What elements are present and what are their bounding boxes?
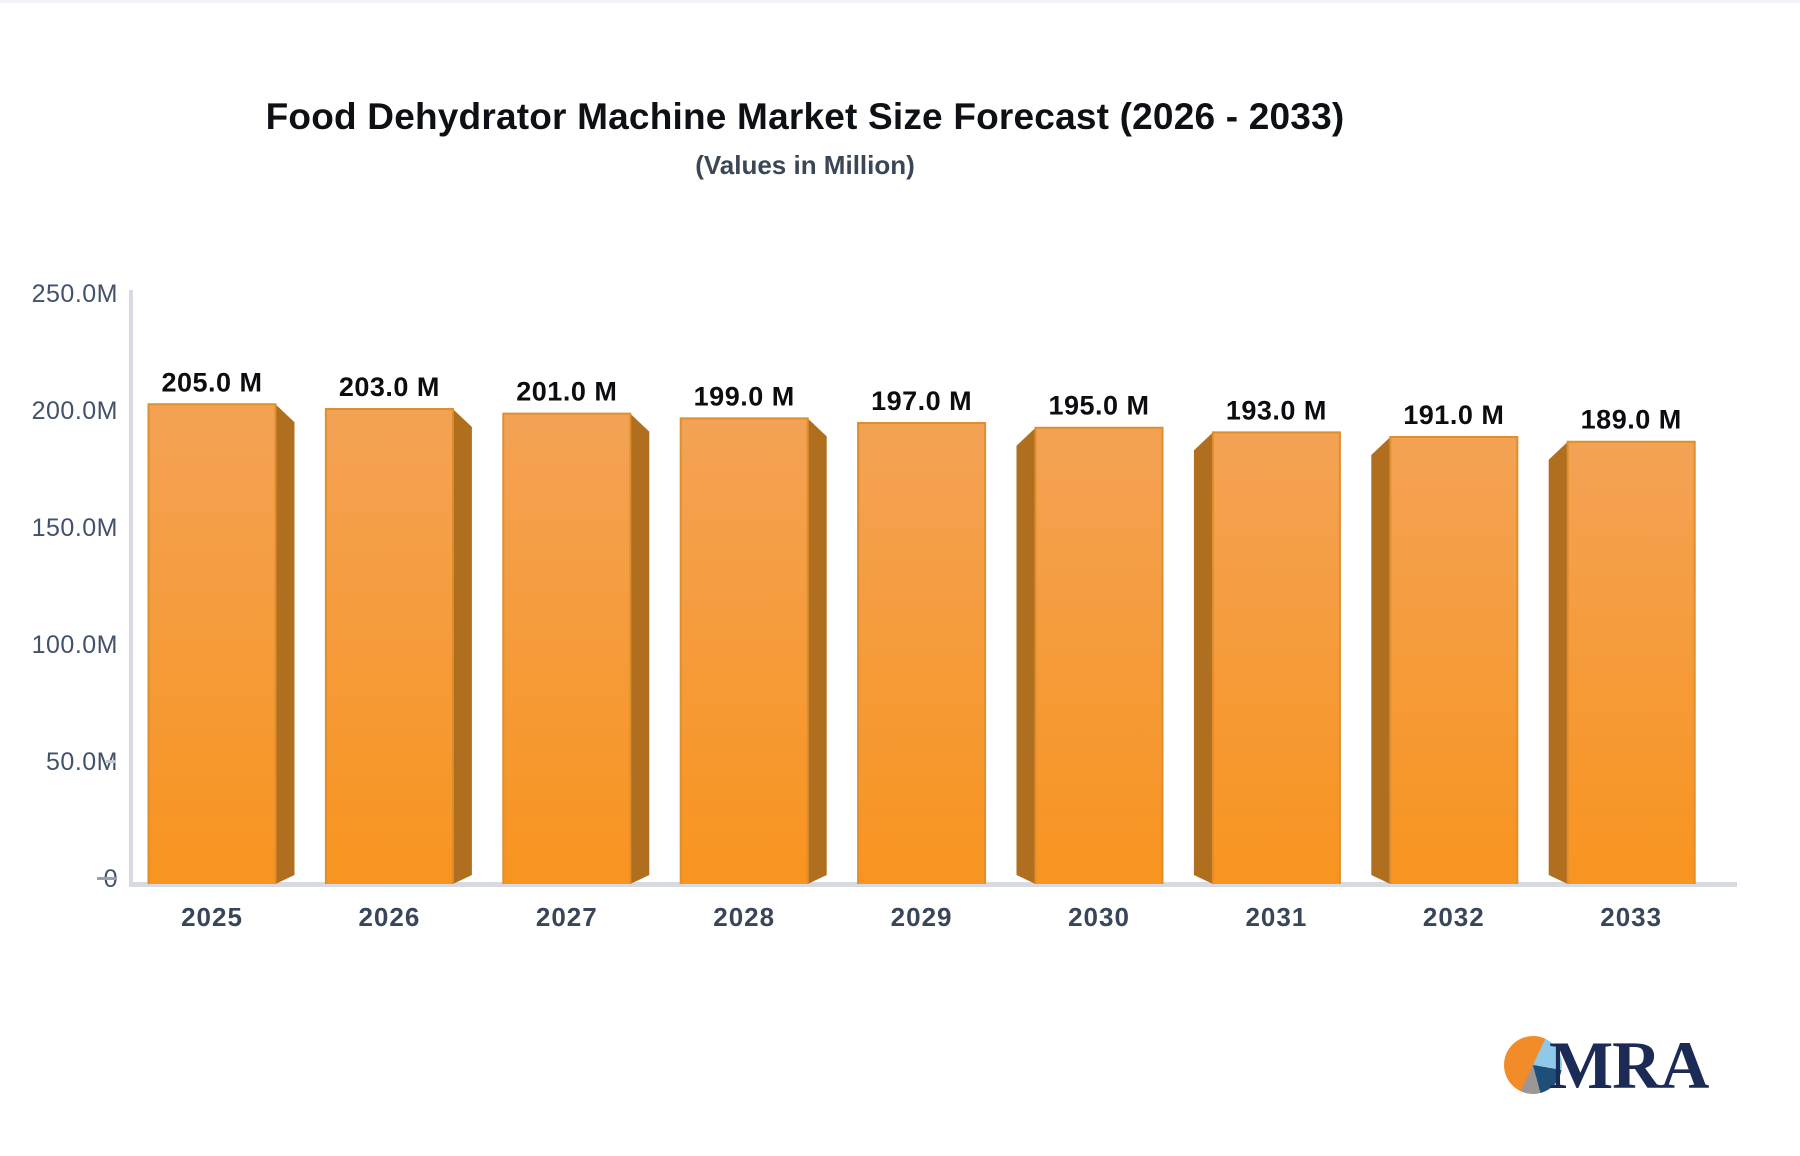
bar-side bbox=[1193, 432, 1213, 884]
bar-value-label: 195.0 M bbox=[1048, 391, 1149, 421]
bar-value-label: 201.0 M bbox=[516, 377, 617, 407]
bar-2033 bbox=[1567, 441, 1695, 884]
y-axis-tick-label: 250.0M bbox=[32, 280, 118, 308]
bar-2031 bbox=[1212, 432, 1340, 884]
x-axis-label: 2032 bbox=[1423, 902, 1485, 932]
x-axis-label: 2027 bbox=[536, 902, 598, 932]
y-axis-tick bbox=[97, 877, 117, 880]
y-axis-tick-label: 150.0M bbox=[32, 514, 118, 542]
bar-2032 bbox=[1390, 437, 1518, 884]
chart-title: Food Dehydrator Machine Market Size Fore… bbox=[265, 96, 1345, 137]
x-axis-label: 2025 bbox=[181, 902, 243, 932]
x-axis-label: 2033 bbox=[1600, 902, 1662, 932]
bar-edge bbox=[502, 412, 632, 884]
bar-2025 bbox=[148, 404, 276, 884]
x-axis-label: 2026 bbox=[358, 902, 420, 932]
y-axis-line bbox=[129, 290, 133, 886]
bar-edge bbox=[679, 417, 809, 884]
bar-side bbox=[1548, 441, 1568, 884]
bar-side bbox=[1371, 437, 1391, 884]
bar-edge bbox=[1211, 431, 1341, 884]
bar-side bbox=[1016, 427, 1036, 884]
x-axis-line bbox=[129, 882, 1737, 887]
bar-2028 bbox=[680, 418, 808, 884]
bar-edge bbox=[857, 422, 987, 884]
bar-edge bbox=[1389, 436, 1519, 884]
bar-side bbox=[452, 408, 472, 884]
bar-2026 bbox=[325, 408, 453, 884]
bar-value-label: 193.0 M bbox=[1226, 395, 1327, 425]
bar-edge bbox=[147, 403, 277, 884]
bar-value-label: 189.0 M bbox=[1581, 405, 1682, 435]
bar-side bbox=[275, 404, 295, 884]
y-axis-tick-label: 50.0M bbox=[46, 748, 118, 776]
bar-edge bbox=[1566, 440, 1696, 884]
bar-2027 bbox=[503, 413, 631, 884]
bar-2030 bbox=[1035, 427, 1163, 884]
bar-value-label: 203.0 M bbox=[339, 372, 440, 402]
bar-side bbox=[630, 413, 650, 884]
y-axis-tick-label: 200.0M bbox=[32, 397, 118, 425]
chart-subtitle: (Values in Million) bbox=[695, 150, 915, 180]
x-axis-label: 2029 bbox=[891, 902, 953, 932]
y-axis-tick-label: 100.0M bbox=[32, 631, 118, 659]
bar-edge bbox=[324, 407, 454, 884]
top-edge-line bbox=[0, 0, 1800, 3]
bar-side bbox=[807, 418, 827, 884]
x-axis-label: 2031 bbox=[1245, 902, 1307, 932]
x-axis-label: 2028 bbox=[713, 902, 775, 932]
bar-value-label: 199.0 M bbox=[694, 381, 795, 411]
bar-value-label: 205.0 M bbox=[161, 367, 262, 397]
bar-edge bbox=[1034, 426, 1164, 884]
mra-logo-text: MRA bbox=[1549, 1027, 1709, 1103]
y-axis-tick bbox=[106, 760, 116, 763]
bar-value-label: 197.0 M bbox=[871, 386, 972, 416]
mra-logo-pie-icon bbox=[1504, 1036, 1562, 1094]
bar-2029 bbox=[858, 423, 986, 884]
bar-value-label: 191.0 M bbox=[1403, 400, 1504, 430]
mra-logo: MRA bbox=[1504, 1027, 1709, 1103]
x-axis-label: 2030 bbox=[1068, 902, 1130, 932]
